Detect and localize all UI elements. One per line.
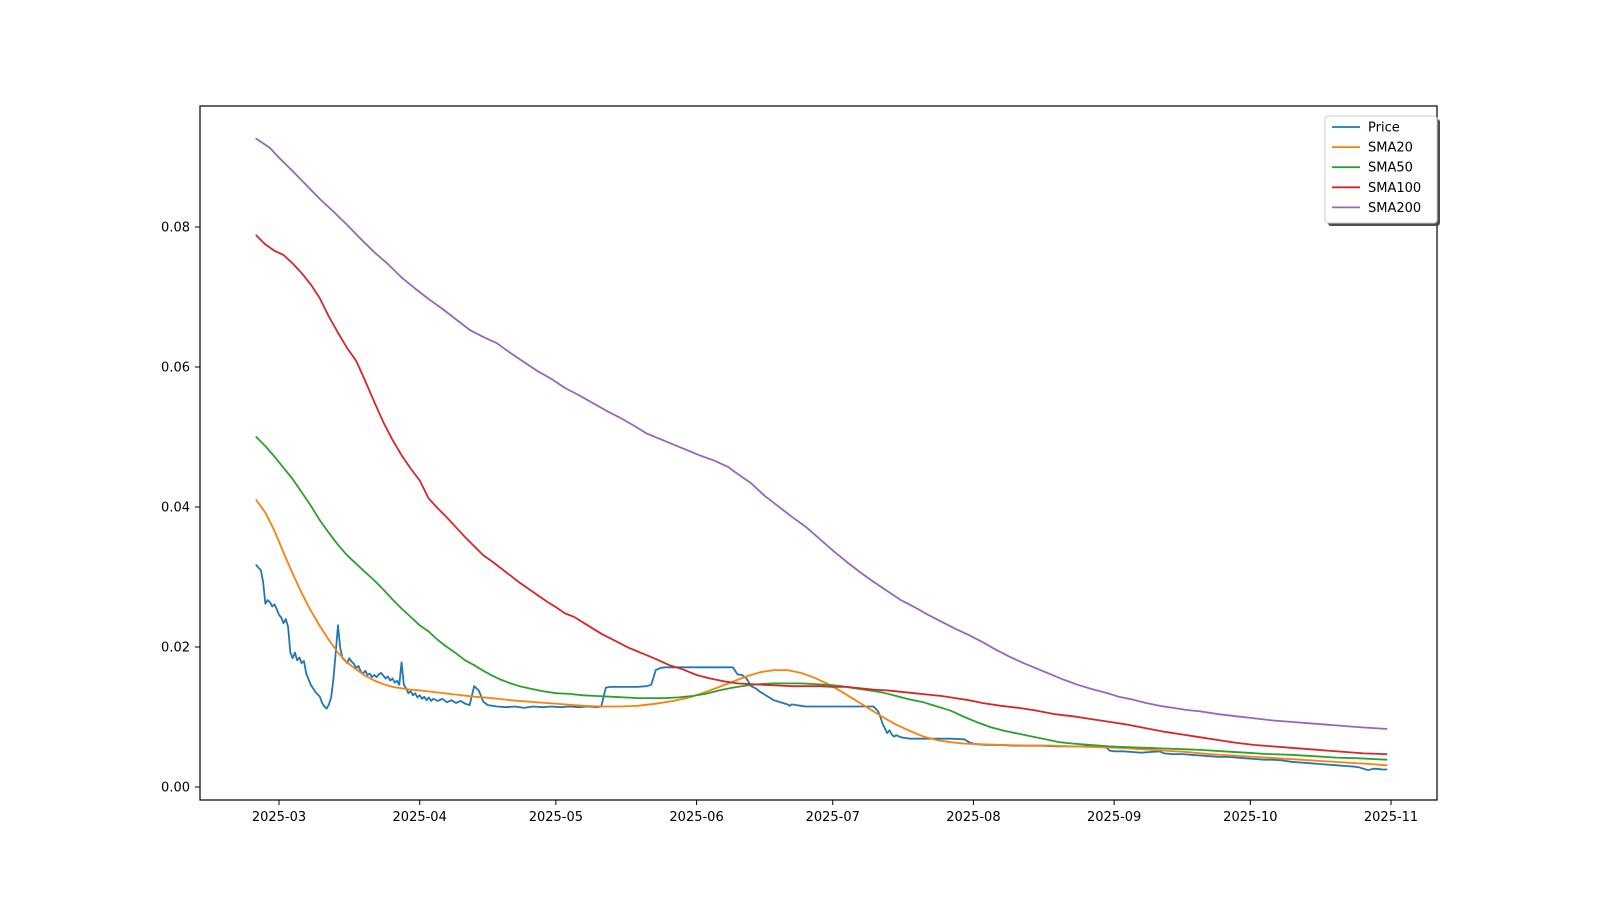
y-axis-tick-label: 0.04: [161, 501, 190, 516]
sma100-line: [255, 234, 1388, 755]
x-axis-tick-label: 2025-09: [1087, 810, 1141, 825]
y-axis-tick-label: 0.02: [161, 641, 190, 656]
x-axis-tick-label: 2025-07: [806, 810, 860, 825]
x-axis-tick-label: 2025-04: [393, 810, 447, 825]
x-axis-tick-label: 2025-10: [1223, 810, 1277, 825]
legend-label-sma20: SMA20: [1368, 141, 1413, 156]
y-axis-tick-label: 0.06: [161, 361, 190, 376]
x-axis-tick-label: 2025-08: [946, 810, 1000, 825]
legend-label-sma50: SMA50: [1368, 161, 1413, 176]
legend-label-sma200: SMA200: [1368, 201, 1421, 216]
x-axis-tick-label: 2025-03: [252, 810, 306, 825]
y-axis-tick-label: 0.00: [161, 781, 190, 796]
x-axis-tick-label: 2025-11: [1364, 810, 1418, 825]
plot-border: [199, 105, 1438, 801]
x-axis-tick-label: 2025-06: [669, 810, 723, 825]
sma20-line: [255, 499, 1388, 767]
legend-box: [1324, 115, 1438, 224]
y-axis-tick-label: 0.08: [161, 221, 190, 236]
sma50-line: [255, 436, 1388, 761]
x-axis-tick-label: 2025-05: [529, 810, 583, 825]
legend-label-price: Price: [1368, 121, 1400, 136]
legend-label-sma100: SMA100: [1368, 181, 1421, 196]
sma200-line: [255, 137, 1388, 730]
